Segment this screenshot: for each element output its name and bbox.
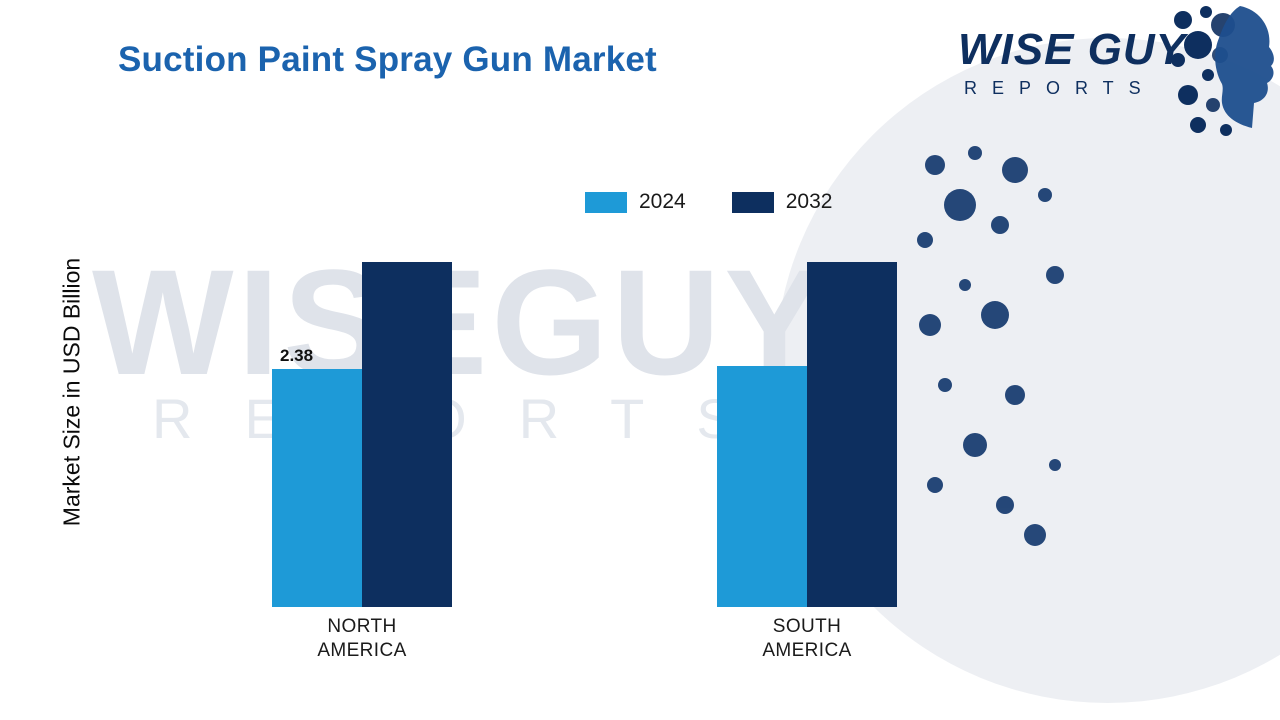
legend-item-2032: 2032	[731, 190, 833, 214]
bar-slot-south-america-2024	[717, 247, 807, 607]
page-title: Suction Paint Spray Gun Market	[118, 40, 657, 79]
bar-south-america-2032	[807, 262, 897, 607]
bar-slot-north-america-2024: 2.38	[272, 247, 362, 607]
legend-label-2024: 2024	[639, 190, 686, 213]
category-label-north-america: NORTH AMERICA	[317, 616, 407, 661]
bar-group-north-america: 2.38 NORTH AMERICA	[272, 247, 452, 661]
bar-chart: 2.38 NORTH AMERICA SOUTH AMERICA	[252, 247, 912, 661]
chart-legend: 2024 2032	[585, 190, 832, 214]
bar-south-america-2024	[717, 366, 807, 607]
logo-text: WISE GUY REPORTS	[958, 28, 1186, 99]
logo-wordmark: WISE GUY	[958, 25, 1187, 74]
legend-item-2024: 2024	[585, 190, 686, 214]
bar-value-label-north-america-2024: 2.38	[280, 346, 314, 365]
bar-north-america-2024	[272, 369, 362, 607]
dots-pattern-icon	[917, 146, 1064, 546]
bar-slot-south-america-2032	[807, 247, 897, 607]
bar-group-south-america: SOUTH AMERICA	[717, 247, 897, 661]
face-silhouette	[1215, 6, 1274, 128]
legend-swatch-2032	[731, 191, 774, 213]
logo-tagline: REPORTS	[964, 78, 1156, 98]
bar-north-america-2032	[362, 262, 452, 607]
y-axis-label: Market Size in USD Billion	[58, 257, 85, 527]
face-profile-icon	[1171, 6, 1274, 136]
wiseguy-logo: WISE GUY REPORTS	[958, 28, 1280, 99]
category-label-south-america: SOUTH AMERICA	[762, 616, 852, 661]
legend-label-2032: 2032	[785, 190, 833, 213]
bar-slot-north-america-2032	[362, 247, 452, 607]
legend-swatch-2024	[585, 191, 627, 213]
